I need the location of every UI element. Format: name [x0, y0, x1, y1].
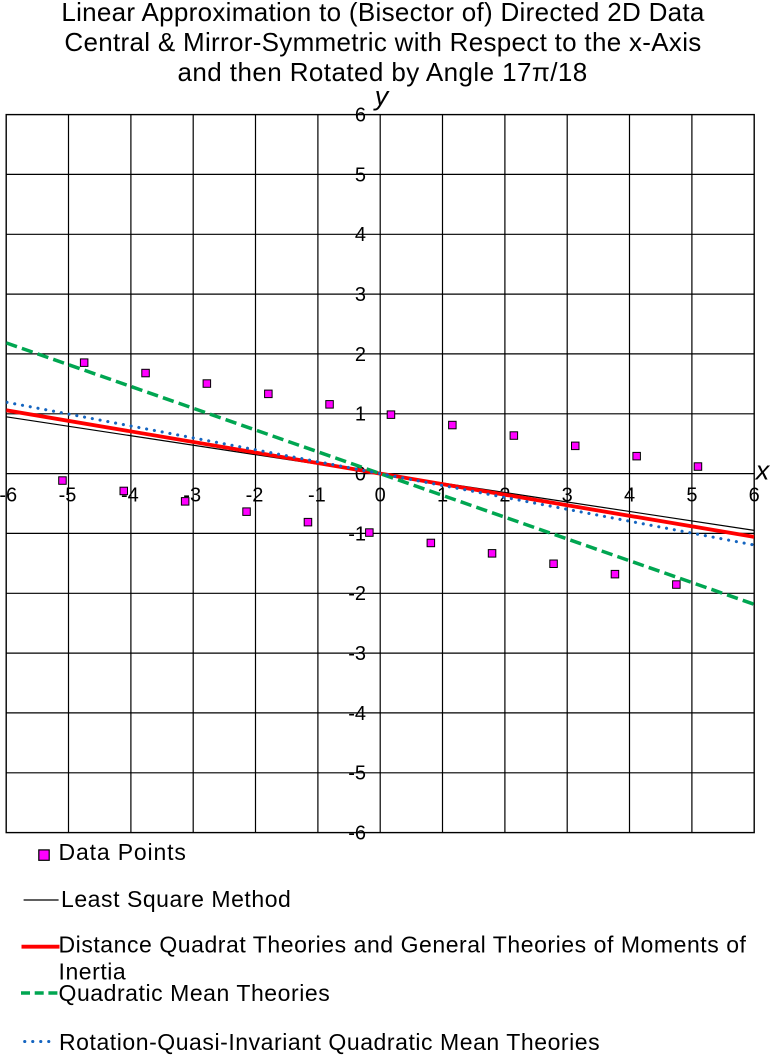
svg-text:-4: -4	[348, 703, 366, 725]
svg-text:6: 6	[749, 485, 760, 507]
svg-text:Rotation-Quasi-Invariant Quadr: Rotation-Quasi-Invariant Quadratic Mean …	[59, 1029, 600, 1055]
svg-text:-6: -6	[0, 485, 17, 507]
svg-text:Data Points: Data Points	[59, 839, 187, 865]
svg-text:and then Rotated by Angle 17π/: and then Rotated by Angle 17π/18	[178, 57, 588, 87]
svg-text:4: 4	[355, 224, 366, 246]
svg-text:Central & Mirror-Symmetric wit: Central & Mirror-Symmetric with Respect …	[64, 27, 701, 57]
svg-text:0: 0	[375, 485, 386, 507]
svg-text:5: 5	[686, 485, 697, 507]
svg-text:-2: -2	[246, 485, 264, 507]
svg-text:-5: -5	[348, 763, 366, 785]
svg-text:-1: -1	[348, 523, 366, 545]
svg-text:-5: -5	[59, 485, 77, 507]
svg-text:1: 1	[355, 404, 366, 426]
svg-text:-3: -3	[348, 643, 366, 665]
svg-text:6: 6	[355, 105, 366, 127]
svg-text:x: x	[754, 456, 771, 486]
svg-text:4: 4	[624, 485, 635, 507]
svg-text:-1: -1	[308, 485, 326, 507]
svg-text:y: y	[373, 81, 390, 111]
svg-text:Distance Quadrat Theories and: Distance Quadrat Theories and General Th…	[59, 931, 747, 957]
svg-text:5: 5	[355, 164, 366, 186]
svg-text:3: 3	[355, 284, 366, 306]
svg-text:Linear Approximation to (Bisec: Linear Approximation to (Bisector of) Di…	[61, 0, 705, 27]
svg-text:-2: -2	[348, 583, 366, 605]
svg-text:Inertia: Inertia	[59, 958, 127, 984]
svg-text:Quadratic Mean Theories: Quadratic Mean Theories	[59, 980, 331, 1006]
svg-text:-6: -6	[348, 823, 366, 845]
svg-text:3: 3	[562, 485, 573, 507]
svg-text:1: 1	[437, 485, 448, 507]
svg-text:0: 0	[355, 464, 366, 486]
svg-text:2: 2	[355, 344, 366, 366]
svg-text:Least Square Method: Least Square Method	[61, 886, 291, 912]
